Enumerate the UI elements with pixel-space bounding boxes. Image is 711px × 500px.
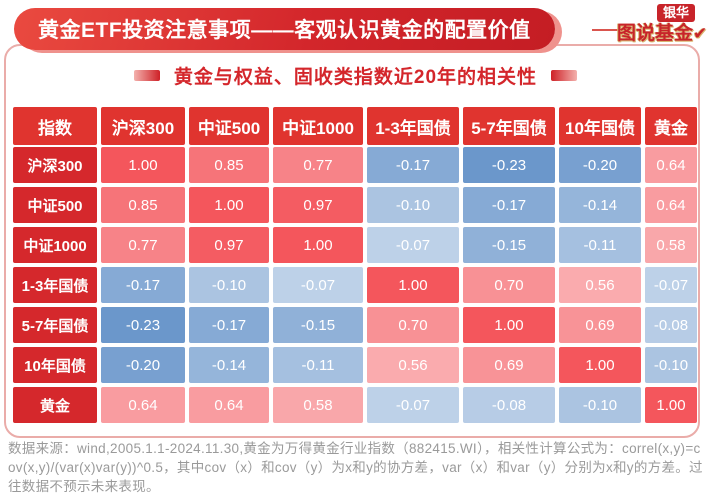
- heatmap-cell: 0.85: [101, 187, 185, 223]
- row-header-cell: 10年国债: [13, 347, 97, 383]
- column-header-cell: 10年国债: [559, 107, 641, 145]
- chart-title-row: 黄金与权益、固收类指数近20年的相关性: [0, 62, 711, 89]
- heatmap-cell: -0.07: [367, 227, 459, 263]
- heatmap-cell: -0.07: [645, 267, 697, 303]
- row-header-cell: 1-3年国债: [13, 267, 97, 303]
- heatmap-cell: -0.07: [367, 387, 459, 423]
- brand-logo-badge: 银华: [656, 4, 695, 22]
- heatmap-cell: -0.10: [645, 347, 697, 383]
- heatmap-cell: 1.00: [189, 187, 269, 223]
- heatmap-cell: 1.00: [645, 387, 697, 423]
- heatmap-cell: 0.70: [463, 267, 555, 303]
- chart-title: 黄金与权益、固收类指数近20年的相关性: [173, 67, 538, 88]
- heatmap-cell: -0.08: [463, 387, 555, 423]
- heatmap-cell: 1.00: [559, 347, 641, 383]
- heatmap-cell: -0.07: [273, 267, 363, 303]
- heatmap-cell: 0.77: [273, 147, 363, 183]
- heatmap-cell: -0.23: [463, 147, 555, 183]
- heatmap-cell: 1.00: [101, 147, 185, 183]
- heatmap-cell: 0.69: [559, 307, 641, 343]
- heatmap-cell: -0.11: [559, 227, 641, 263]
- heatmap-cell: -0.15: [463, 227, 555, 263]
- heatmap-cell: 0.64: [101, 387, 185, 423]
- row-header-cell: 中证500: [13, 187, 97, 223]
- heatmap-cell: 0.56: [367, 347, 459, 383]
- heatmap-cell: 0.69: [463, 347, 555, 383]
- row-header-cell: 中证1000: [13, 227, 97, 263]
- title-dash-left-icon: [133, 70, 160, 81]
- heatmap-cell: 0.85: [189, 147, 269, 183]
- heatmap-cell: 0.97: [273, 187, 363, 223]
- column-header-cell: 黄金: [645, 107, 697, 145]
- check-icon: ✔: [693, 24, 708, 43]
- row-header-cell: 沪深300: [13, 147, 97, 183]
- heatmap-cell: -0.10: [367, 187, 459, 223]
- heatmap-cell: -0.08: [645, 307, 697, 343]
- heatmap-cell: -0.10: [189, 267, 269, 303]
- column-header-cell: 中证500: [189, 107, 269, 145]
- heatmap-cell: -0.20: [101, 347, 185, 383]
- heatmap-cell: -0.11: [273, 347, 363, 383]
- brand-logo: 银华 图说基金✔: [617, 4, 708, 44]
- row-header-cell: 黄金: [13, 387, 97, 423]
- title-dash-right-icon: [551, 70, 578, 81]
- heatmap-cell: -0.17: [101, 267, 185, 303]
- column-header-cell: 5-7年国债: [463, 107, 555, 145]
- heatmap-cell: -0.14: [559, 187, 641, 223]
- heatmap-cell: 0.77: [101, 227, 185, 263]
- heatmap-cell: 0.58: [645, 227, 697, 263]
- heatmap-cell: -0.14: [189, 347, 269, 383]
- heatmap-cell: 0.56: [559, 267, 641, 303]
- heatmap-cell: -0.17: [189, 307, 269, 343]
- heatmap-cell: 0.58: [273, 387, 363, 423]
- row-header-cell: 5-7年国债: [13, 307, 97, 343]
- heatmap-cell: 0.64: [645, 187, 697, 223]
- page-title: 黄金ETF投资注意事项——客观认识黄金的配置价值: [38, 19, 531, 42]
- heatmap-cell: 1.00: [463, 307, 555, 343]
- heatmap-cell: 0.64: [189, 387, 269, 423]
- heatmap-cell: 0.70: [367, 307, 459, 343]
- heatmap-cell: 1.00: [273, 227, 363, 263]
- heatmap-cell: -0.17: [463, 187, 555, 223]
- column-header-cell: 沪深300: [101, 107, 185, 145]
- heatmap-cell: 0.97: [189, 227, 269, 263]
- heatmap-cell: -0.23: [101, 307, 185, 343]
- heatmap-cell: 1.00: [367, 267, 459, 303]
- heatmap-cell: -0.15: [273, 307, 363, 343]
- column-header-cell: 中证1000: [273, 107, 363, 145]
- heatmap-cell: -0.20: [559, 147, 641, 183]
- correlation-heatmap: 指数 沪深300 中证500 中证1000 1-3年国债 5-7年国债 10年国债 黄金 沪深3…: [13, 107, 697, 423]
- heatmap-cell: -0.17: [367, 147, 459, 183]
- corner-header-cell: 指数: [13, 107, 97, 145]
- banner-connector-line: [592, 29, 624, 31]
- heatmap-cell: -0.10: [559, 387, 641, 423]
- brand-logo-text: 图说基金✔: [617, 23, 708, 44]
- title-banner: 黄金ETF投资注意事项——客观认识黄金的配置价值: [14, 8, 555, 50]
- column-header-cell: 1-3年国债: [367, 107, 459, 145]
- source-note: 数据来源：wind,2005.1.1-2024.11.30,黄金为万得黄金行业指…: [8, 441, 703, 494]
- heatmap-cell: 0.64: [645, 147, 697, 183]
